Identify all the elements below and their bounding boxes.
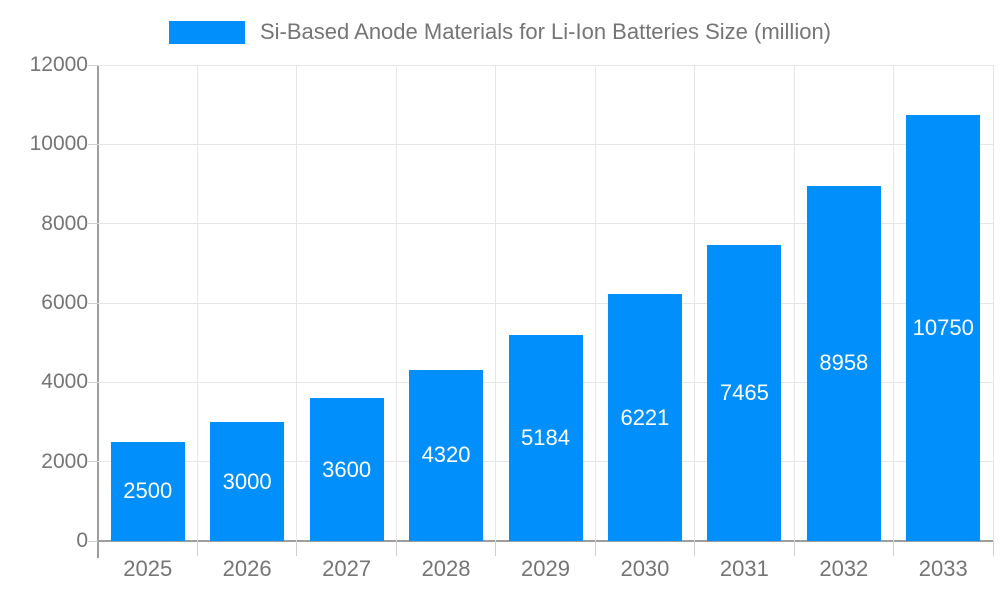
bar-value-label: 7465: [719, 379, 769, 405]
h-gridline: [98, 143, 993, 145]
bar[interactable]: 4320: [409, 369, 484, 541]
v-gridline: [992, 65, 994, 541]
x-tick-mark: [694, 541, 696, 556]
v-gridline: [296, 65, 298, 541]
x-axis-line: [97, 540, 994, 542]
bar-value-label: 6221: [620, 404, 670, 430]
bar-value-label: 2500: [123, 478, 173, 504]
x-tick-label: 2032: [819, 556, 869, 581]
y-tick-mark: [88, 461, 98, 463]
x-tick-label: 2028: [421, 556, 471, 581]
v-gridline: [694, 65, 696, 541]
v-gridline: [893, 65, 895, 541]
x-tick-label: 2027: [322, 556, 372, 581]
bar[interactable]: 5184: [508, 335, 583, 541]
y-tick-mark: [88, 302, 98, 304]
y-tick-label: 12000: [29, 53, 88, 76]
y-tick-mark: [88, 64, 98, 66]
x-tick-mark: [893, 541, 895, 556]
bar-value-label: 3600: [322, 456, 372, 482]
v-gridline: [196, 65, 198, 541]
bar[interactable]: 2500: [110, 441, 185, 541]
h-gridline: [98, 223, 993, 225]
bar[interactable]: 3000: [210, 422, 285, 541]
y-tick-label: 2000: [41, 449, 88, 473]
x-tick-label: 2033: [918, 556, 968, 581]
v-gridline: [495, 65, 497, 541]
bar[interactable]: 6221: [607, 294, 682, 541]
legend-swatch: [168, 20, 245, 44]
y-tick-label: 8000: [41, 211, 88, 235]
legend-label: Si-Based Anode Materials for Li-Ion Batt…: [259, 19, 832, 44]
x-tick-mark: [992, 541, 994, 556]
bar-value-label: 5184: [521, 425, 570, 451]
bar-value-label: 4320: [421, 442, 471, 468]
chart-legend[interactable]: Si-Based Anode Materials for Li-Ion Batt…: [0, 19, 1000, 45]
y-tick-label: 6000: [41, 291, 88, 314]
y-tick-label: 4000: [41, 370, 88, 394]
x-tick-label: 2030: [620, 556, 670, 581]
bar[interactable]: 7465: [707, 244, 782, 541]
h-gridline: [98, 64, 993, 66]
v-gridline: [395, 65, 397, 541]
y-tick-label: 0: [76, 529, 88, 552]
x-tick-label: 2026: [222, 556, 272, 581]
bar-value-label: 10750: [912, 314, 974, 340]
x-tick-mark: [793, 541, 795, 556]
x-tick-mark: [196, 541, 198, 556]
x-tick-label: 2031: [719, 556, 769, 581]
bar-value-label: 8958: [819, 350, 869, 376]
v-gridline: [594, 65, 596, 541]
y-axis-line: [97, 65, 99, 558]
x-tick-mark: [296, 541, 298, 556]
y-tick-mark: [88, 223, 98, 225]
y-tick-mark: [88, 381, 98, 383]
bar[interactable]: 3600: [309, 398, 384, 541]
y-axis-labels: 0 2000 4000 6000 8000 10000 12000: [0, 53, 88, 552]
x-tick-label: 2029: [521, 556, 570, 581]
x-tick-mark: [395, 541, 397, 556]
x-tick-mark: [594, 541, 596, 556]
v-gridline: [793, 65, 795, 541]
y-tick-label: 10000: [29, 132, 88, 156]
x-tick-mark: [495, 541, 497, 556]
x-tick-label: 2025: [123, 556, 173, 581]
x-axis-labels: 2025 2026 2027 2028 2029 2030 2031 2032 2033: [98, 556, 993, 590]
h-gridline: [98, 302, 993, 304]
bar[interactable]: 8958: [806, 185, 881, 541]
y-tick-mark: [88, 540, 98, 542]
y-tick-mark: [88, 143, 98, 145]
bar[interactable]: 10750: [906, 114, 981, 541]
plot-area: 2500 3000 3600 4320 5184 6221 7465 8958 10750: [88, 64, 994, 558]
bar-value-label: 3000: [222, 468, 272, 494]
